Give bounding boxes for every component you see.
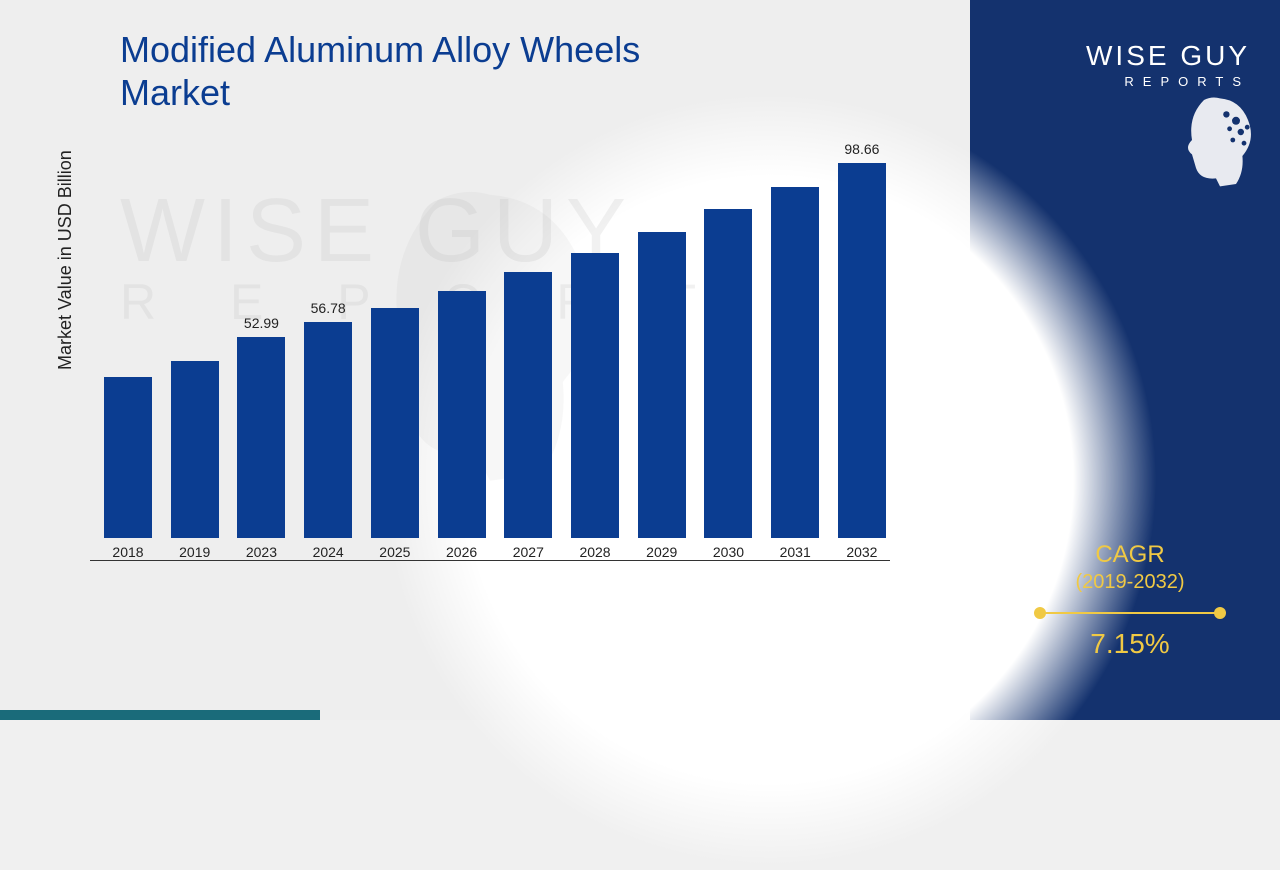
logo-head-icon [1180, 90, 1260, 190]
bar-value-label: 56.78 [311, 300, 346, 318]
x-tick-label: 2025 [367, 544, 423, 560]
bottom-accent-bar [0, 710, 320, 720]
logo-sub-text: REPORTS [1086, 74, 1250, 89]
x-tick-label: 2028 [567, 544, 623, 560]
cagr-value: 7.15% [1030, 628, 1230, 660]
bar-2030: 2030 [700, 187, 756, 560]
bar [571, 253, 619, 538]
bar-2028: 2028 [567, 231, 623, 560]
bar-chart: Market Value in USD Billion 2018201952.9… [90, 160, 890, 580]
logo-main-text: WISE GUY [1086, 40, 1250, 72]
x-tick-label: 2023 [233, 544, 289, 560]
bar-2024: 56.78 2024 [300, 300, 356, 560]
x-tick-label: 2029 [634, 544, 690, 560]
bar [171, 361, 219, 538]
bar [304, 322, 352, 538]
bar-2029: 2029 [634, 210, 690, 560]
bar [704, 209, 752, 538]
chart-title: Modified Aluminum Alloy Wheels Market [120, 28, 740, 114]
bar [438, 291, 486, 538]
x-tick-label: 2024 [300, 544, 356, 560]
bar-2023: 52.99 2023 [233, 315, 289, 560]
cagr-divider [1040, 612, 1220, 614]
bar [504, 272, 552, 538]
x-tick-label: 2032 [834, 544, 890, 560]
bar-2032: 98.66 2032 [834, 141, 890, 560]
cagr-period: (2019-2032) [1030, 571, 1230, 594]
bar-value-label: 52.99 [244, 315, 279, 333]
bar [771, 187, 819, 539]
bar-value-label: 98.66 [844, 141, 879, 159]
x-axis-line [90, 560, 890, 561]
bar [638, 232, 686, 538]
bar-2018: 2018 [100, 355, 156, 561]
bar-2019: 2019 [167, 339, 223, 560]
y-axis-label: Market Value in USD Billion [55, 150, 76, 370]
x-tick-label: 2019 [167, 544, 223, 560]
content-layer: Modified Aluminum Alloy Wheels Market WI… [0, 0, 970, 720]
bars-container: 2018 2019 52.99 2023 56.78 2024 2025 2026 2027 20… [100, 160, 890, 560]
bar [104, 377, 152, 539]
x-tick-label: 2031 [767, 544, 823, 560]
logo: WISE GUY REPORTS [1086, 40, 1250, 89]
bar-2025: 2025 [367, 286, 423, 560]
x-tick-label: 2026 [434, 544, 490, 560]
cagr-title: CAGR [1030, 541, 1230, 569]
x-tick-label: 2018 [100, 544, 156, 560]
bar-2031: 2031 [767, 165, 823, 561]
x-tick-label: 2027 [500, 544, 556, 560]
cagr-block: CAGR (2019-2032) 7.15% [1030, 541, 1230, 660]
x-tick-label: 2030 [700, 544, 756, 560]
bar-2027: 2027 [500, 250, 556, 560]
bar [237, 337, 285, 538]
bar [838, 163, 886, 538]
bar-2026: 2026 [434, 269, 490, 560]
bar [371, 308, 419, 538]
